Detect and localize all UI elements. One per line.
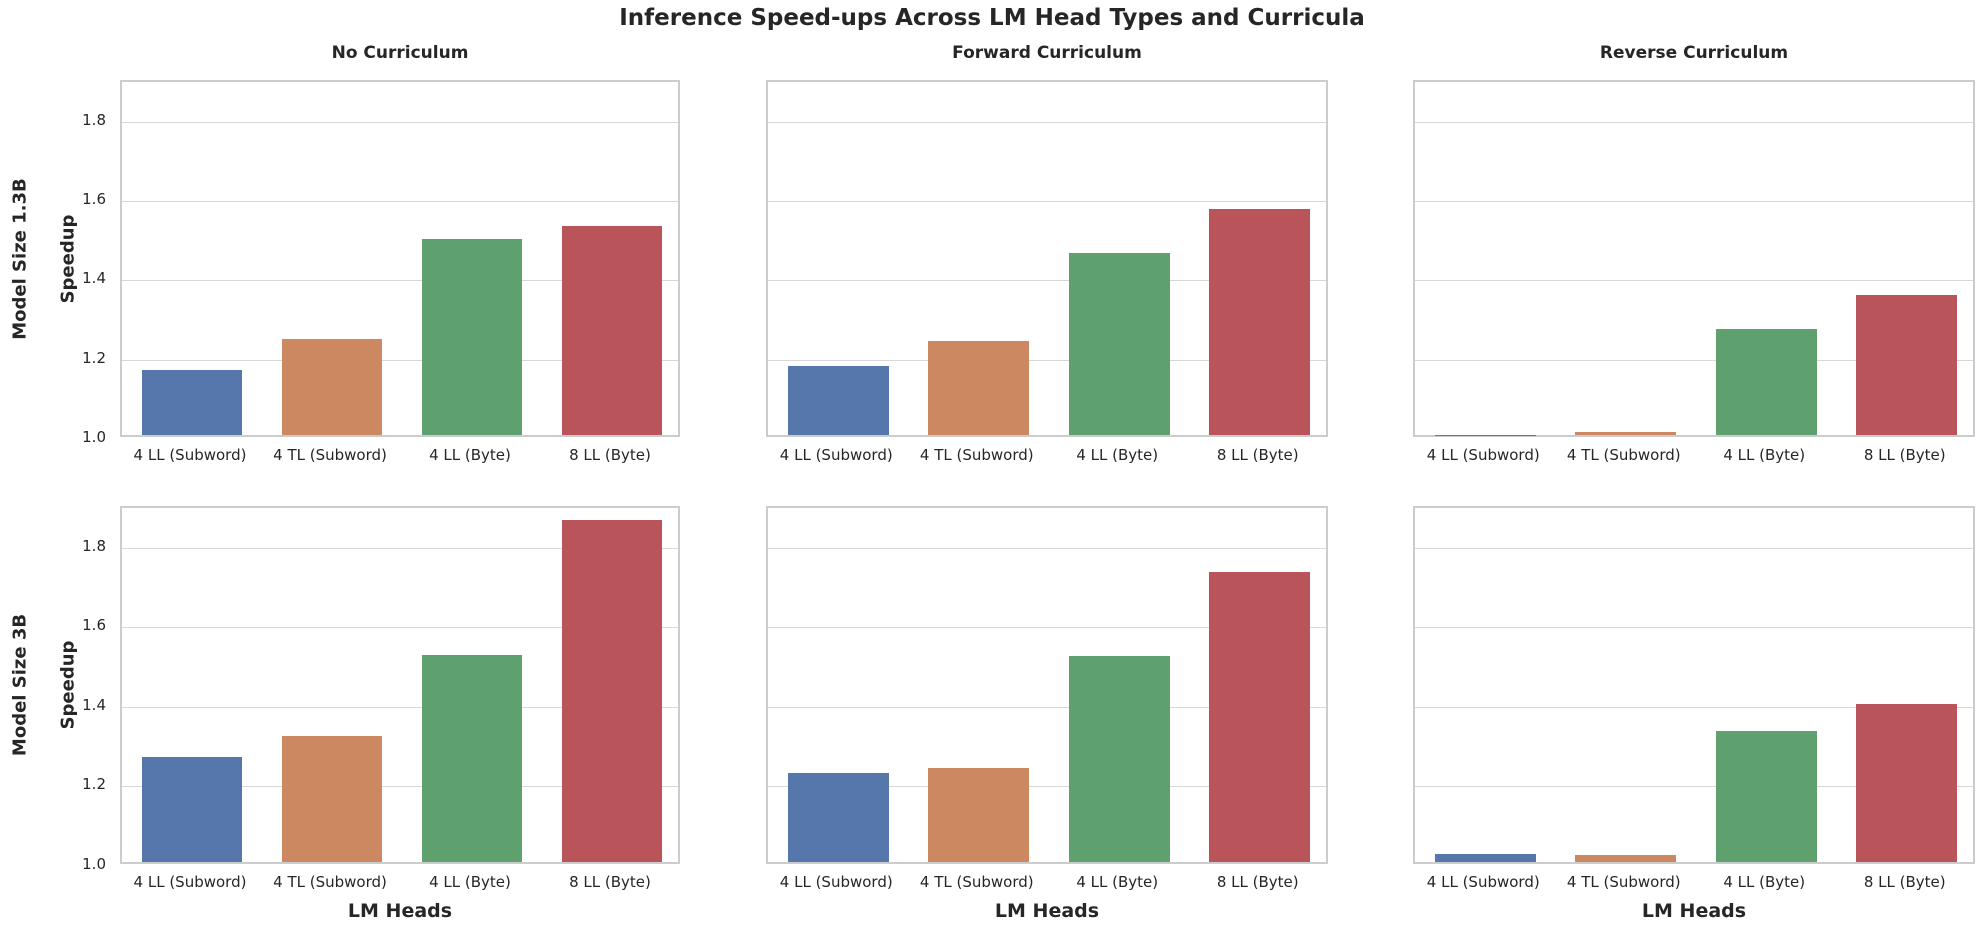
y-tick-label: 1.2 (82, 348, 106, 367)
bar (1068, 252, 1170, 435)
bar (141, 369, 243, 435)
bar (1209, 572, 1311, 862)
x-tick-label: 8 LL (Byte) (569, 446, 651, 464)
y-tick-label: 1.4 (82, 695, 106, 714)
bar (928, 340, 1030, 435)
subplot-title: Forward Curriculum (952, 43, 1142, 63)
x-tick-label: 4 LL (Byte) (1076, 873, 1159, 891)
gridline (768, 280, 1326, 282)
x-tick-label: 4 TL (Subword) (919, 446, 1034, 464)
x-tick-label: 4 LL (Byte) (1723, 873, 1806, 891)
x-tick-label: 4 LL (Byte) (1076, 446, 1159, 464)
bar (421, 239, 523, 435)
bar (1434, 854, 1536, 862)
bar (281, 338, 383, 435)
gridline (1415, 786, 1973, 788)
bar (1856, 704, 1958, 862)
x-tick-label: 8 LL (Byte) (1216, 446, 1299, 464)
gridline (768, 627, 1326, 629)
x-tick-label: 8 LL (Byte) (569, 873, 651, 891)
y-tick-label: 1.4 (82, 269, 106, 288)
x-tick-label: 4 TL (Subword) (273, 873, 387, 891)
axes (1413, 506, 1975, 864)
y-tick-label: 1.8 (82, 536, 106, 555)
axes (766, 506, 1328, 864)
x-axis-label: LM Heads (994, 900, 1100, 922)
gridline (768, 706, 1326, 708)
bar (787, 365, 889, 435)
gridline (1415, 627, 1973, 629)
bar (1715, 328, 1817, 435)
x-tick-label: 4 LL (Byte) (429, 446, 511, 464)
bar (1575, 854, 1677, 862)
bar (421, 654, 523, 862)
y-tick-label: 1.8 (82, 110, 106, 129)
x-tick-label: 4 LL (Subword) (133, 446, 247, 464)
gridline (122, 706, 678, 708)
y-axis-label: Speedup (57, 640, 79, 730)
x-tick-label: 8 LL (Byte) (1216, 873, 1299, 891)
gridline (122, 201, 678, 202)
figure-title: Inference Speed-ups Across LM Head Types… (619, 5, 1365, 31)
gridline (1415, 547, 1973, 549)
x-tick-label: 4 LL (Subword) (1426, 446, 1540, 464)
gridline (122, 547, 678, 549)
subplot-title: No Curriculum (331, 43, 469, 63)
gridline (122, 280, 678, 282)
x-tick-label: 4 LL (Subword) (133, 873, 247, 891)
row-label: Model Size 1.3B (9, 177, 31, 340)
bar (928, 767, 1030, 862)
bar (561, 520, 663, 862)
x-axis-label: LM Heads (347, 900, 453, 922)
axes (120, 506, 680, 864)
axes (1413, 80, 1975, 437)
y-tick-label: 1.6 (82, 190, 106, 208)
x-tick-label: 4 LL (Byte) (1723, 446, 1806, 464)
gridline (768, 121, 1326, 123)
gridline (1415, 706, 1973, 708)
y-tick-label: 1.6 (82, 616, 106, 635)
gridline (122, 121, 678, 123)
x-tick-label: 4 LL (Subword) (1426, 873, 1540, 891)
axes (766, 80, 1328, 437)
x-tick-label: 4 TL (Subword) (273, 446, 387, 464)
gridline (1415, 121, 1973, 123)
gridline (122, 627, 678, 629)
gridline (1415, 359, 1973, 361)
gridline (1415, 201, 1973, 202)
bar (281, 735, 383, 862)
gridline (768, 547, 1326, 549)
bar (1575, 431, 1677, 435)
x-tick-label: 4 LL (Subword) (779, 873, 893, 891)
bar (1209, 208, 1311, 435)
y-tick-label: 1.0 (82, 428, 106, 446)
subplot-title: Reverse Curriculum (1599, 43, 1789, 63)
y-tick-label: 1.0 (82, 855, 106, 873)
gridline (1415, 280, 1973, 282)
axes (120, 80, 680, 437)
bar (787, 772, 889, 862)
gridline (768, 201, 1326, 202)
gridline (122, 786, 678, 788)
bar (561, 225, 663, 435)
bar (1068, 655, 1170, 862)
gridline (122, 359, 678, 361)
bar (141, 757, 243, 862)
gridline (768, 786, 1326, 788)
bar (1715, 730, 1817, 862)
x-tick-label: 4 LL (Subword) (779, 446, 893, 464)
y-axis-label: Speedup (57, 214, 79, 303)
x-tick-label: 8 LL (Byte) (1863, 446, 1946, 464)
x-axis-label: LM Heads (1641, 900, 1747, 922)
x-tick-label: 8 LL (Byte) (1863, 873, 1946, 891)
x-tick-label: 4 LL (Byte) (429, 873, 511, 891)
row-label: Model Size 3B (9, 613, 31, 757)
x-tick-label: 4 TL (Subword) (1566, 873, 1681, 891)
bar (1856, 294, 1958, 435)
x-tick-label: 4 TL (Subword) (1566, 446, 1681, 464)
gridline (768, 359, 1326, 361)
y-tick-label: 1.2 (82, 775, 106, 794)
x-tick-label: 4 TL (Subword) (919, 873, 1034, 891)
